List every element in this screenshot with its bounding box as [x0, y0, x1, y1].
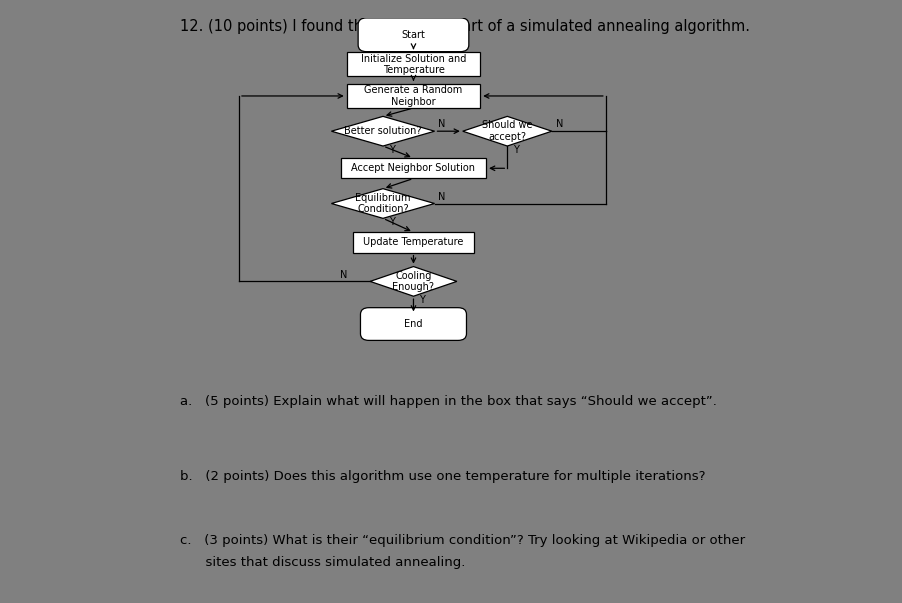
- Text: Y: Y: [389, 145, 394, 155]
- Text: End: End: [404, 319, 423, 329]
- Text: Start: Start: [401, 30, 426, 40]
- Text: sites that discuss simulated annealing.: sites that discuss simulated annealing.: [180, 556, 465, 569]
- Polygon shape: [370, 267, 456, 296]
- Text: Y: Y: [513, 145, 519, 155]
- Text: Accept Neighbor Solution: Accept Neighbor Solution: [352, 163, 475, 173]
- Text: Better solution?: Better solution?: [345, 126, 422, 136]
- Text: Initialize Solution and
Temperature: Initialize Solution and Temperature: [361, 54, 466, 75]
- Polygon shape: [331, 189, 435, 218]
- Text: Cooling
Enough?: Cooling Enough?: [392, 271, 435, 292]
- Bar: [346, 84, 480, 108]
- Text: 12. (10 points) I found this nice flowchart of a simulated annealing algorithm.: 12. (10 points) I found this nice flowch…: [180, 19, 750, 34]
- Text: Y: Y: [419, 295, 425, 305]
- Text: Equilibrium
Condition?: Equilibrium Condition?: [355, 193, 410, 214]
- Text: N: N: [438, 192, 446, 202]
- FancyBboxPatch shape: [358, 18, 469, 52]
- FancyBboxPatch shape: [361, 308, 466, 341]
- Bar: [346, 52, 480, 77]
- Text: c.   (3 points) What is their “equilibrium condition”? Try looking at Wikipedia : c. (3 points) What is their “equilibrium…: [180, 534, 745, 547]
- Bar: [341, 158, 486, 178]
- Text: N: N: [556, 119, 563, 130]
- Text: Should we
accept?: Should we accept?: [482, 121, 532, 142]
- Text: b.   (2 points) Does this algorithm use one temperature for multiple iterations?: b. (2 points) Does this algorithm use on…: [180, 470, 705, 484]
- Text: Update Temperature: Update Temperature: [364, 238, 464, 247]
- Polygon shape: [463, 116, 552, 146]
- Text: a.   (5 points) Explain what will happen in the box that says “Should we accept”: a. (5 points) Explain what will happen i…: [180, 395, 717, 408]
- Text: Y: Y: [389, 217, 394, 227]
- Bar: [353, 232, 474, 253]
- Polygon shape: [331, 116, 435, 146]
- Text: Generate a Random
Neighbor: Generate a Random Neighbor: [364, 85, 463, 107]
- Text: N: N: [438, 119, 446, 130]
- Text: N: N: [339, 270, 347, 280]
